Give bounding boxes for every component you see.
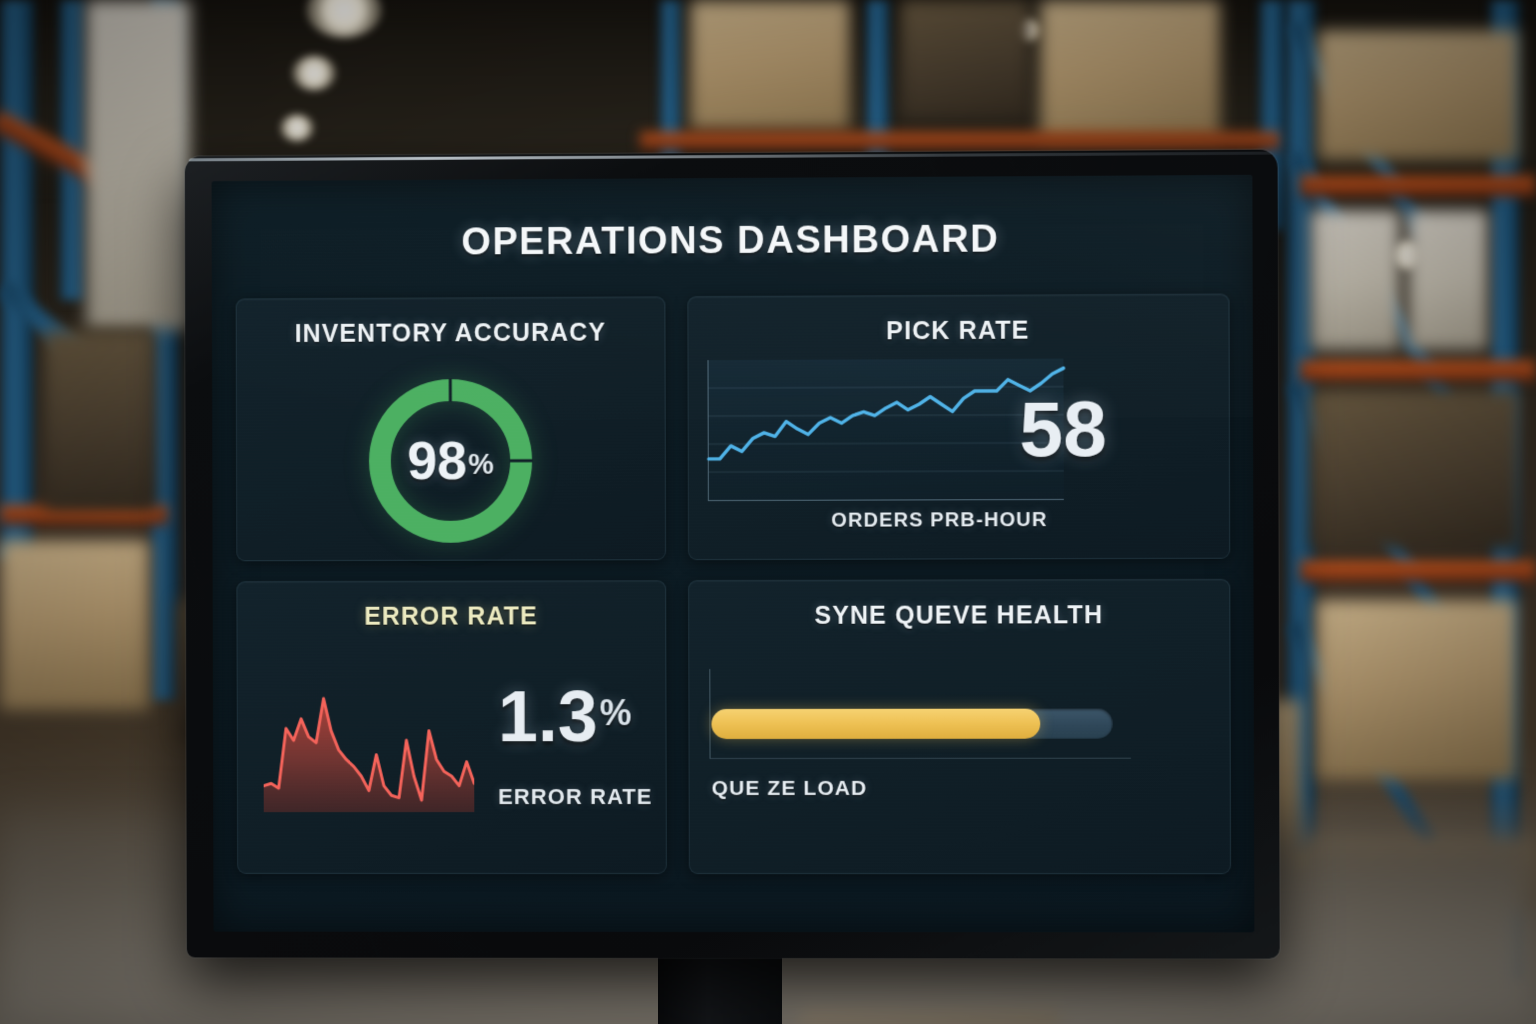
card-queue-health[interactable]: SYNE QUEVE HEALTH QUE ZE LOAD [688,578,1232,875]
rack-beam [1300,360,1536,382]
card-title-queue-health: SYNE QUEVE HEALTH [814,601,1104,630]
card-inventory-accuracy[interactable]: INVENTORY ACCURACY 98 % [235,296,667,562]
chart-gridline [709,387,1064,388]
queue-load-progressbar[interactable] [711,708,1113,740]
rack-beam [1300,175,1536,197]
card-title-error-rate: ERROR RATE [364,602,538,631]
storage-box [690,0,850,130]
rack-beam [0,505,168,525]
page-title: OPERATIONS DASHBOARD [461,218,1000,264]
donut-center-label: 98 % [362,372,540,550]
pick-rate-value: 58 [1019,384,1107,474]
card-title-inventory-accuracy: INVENTORY ACCURACY [294,318,607,348]
rack-upright [0,0,34,560]
error-rate-unit: % [599,692,632,734]
error-rate-subtitle: ERROR RATE [498,784,653,810]
storage-box [86,0,190,330]
storage-box [1310,210,1400,350]
error-rate-value: 1.3 [497,677,598,758]
monitor-bezel: OPERATIONS DASHBOARD INVENTORY ACCURACY … [184,149,1280,959]
storage-box [1310,390,1520,550]
rack-beam [1300,560,1536,582]
donut-gauge: 98 % [362,372,540,550]
error-rate-area-fill [263,698,475,813]
pick-rate-line-chart[interactable] [707,358,1063,502]
queue-load-label: QUE ZE LOAD [711,776,868,801]
pick-rate-series-line [709,368,1064,459]
storage-box [900,0,1030,120]
error-rate-chart-svg [263,686,475,813]
pick-rate-subtitle: ORDERS PRB-HOUR [831,509,1048,532]
card-title-pick-rate: PICK RATE [886,316,1030,346]
inventory-accuracy-unit: % [468,448,494,481]
storage-box [1408,210,1488,350]
chart-gridline [709,415,1064,416]
storage-box [1316,600,1516,780]
chart-gridline [709,471,1064,472]
storage-box [0,540,150,710]
ceiling-light-icon [292,55,336,91]
storage-box [44,330,156,510]
storage-box [1040,0,1220,140]
storage-box [1318,30,1518,160]
dashboard-screen: OPERATIONS DASHBOARD INVENTORY ACCURACY … [211,174,1255,933]
pick-rate-chart-svg [708,359,1063,501]
chart-gridline [709,443,1064,444]
rack-upright [660,0,682,160]
queue-load-progress-fill [711,708,1041,740]
monitor-stand [658,955,782,1024]
ceiling-light-icon [280,114,314,142]
rack-beam [640,132,1280,150]
card-pick-rate[interactable]: PICK RATE 58 ORDERS PRB-HOUR [687,293,1231,561]
inventory-accuracy-value: 98 [407,430,468,492]
chart-gridlines [709,387,1064,472]
error-rate-area-chart[interactable] [263,686,475,813]
error-rate-readout: 1.3 % [497,677,632,758]
card-error-rate[interactable]: ERROR RATE [236,580,667,874]
